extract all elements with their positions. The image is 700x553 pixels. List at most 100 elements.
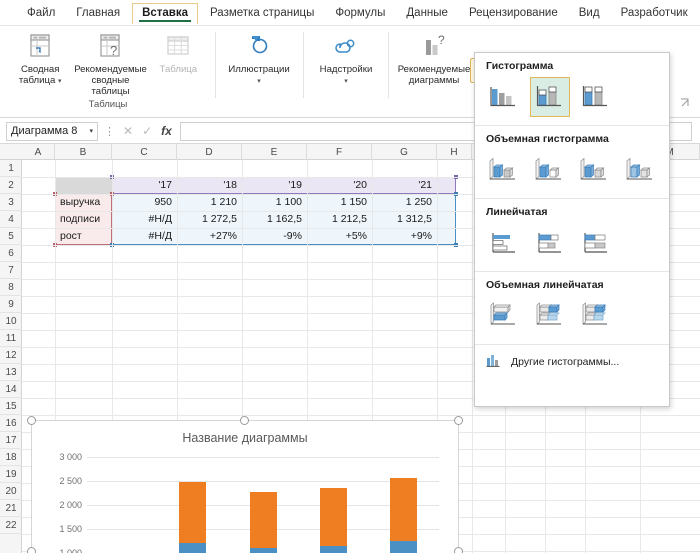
3d-100-stacked-column-icon[interactable] <box>576 150 616 190</box>
table-cell[interactable]: +9% <box>410 230 432 242</box>
row-header-20[interactable]: 20 <box>0 483 22 500</box>
table-header-cell[interactable]: '20 <box>353 179 367 191</box>
more-charts-item[interactable]: Другие гистограммы... <box>475 345 669 379</box>
table-cell[interactable]: +5% <box>345 230 367 242</box>
addins-button[interactable]: Надстройки ▾ <box>315 28 378 86</box>
table-cell[interactable]: +27% <box>209 230 237 242</box>
chart-bar[interactable] <box>249 492 277 553</box>
chart-resize-handle-ne[interactable] <box>454 416 463 425</box>
table-row-label[interactable]: подписи <box>60 213 101 225</box>
row-header-15[interactable]: 15 <box>0 398 22 415</box>
table-cell[interactable]: 1 312,5 <box>396 213 432 225</box>
table-cell[interactable]: 1 162,5 <box>266 213 302 225</box>
row-header-2[interactable]: 2 <box>0 177 22 194</box>
table-row-label[interactable]: выручка <box>60 196 101 208</box>
dialog-launcher[interactable] <box>680 98 690 111</box>
table-header-cell[interactable]: '21 <box>418 179 432 191</box>
chart-resize-handle-e[interactable] <box>454 547 463 553</box>
column-header-H[interactable]: H <box>437 144 472 160</box>
row-header-1[interactable]: 1 <box>0 160 22 177</box>
3d-stacked-bar-icon[interactable] <box>530 296 570 336</box>
row-header-11[interactable]: 11 <box>0 330 22 347</box>
table-cell[interactable]: #Н/Д <box>148 213 172 225</box>
column-header-G[interactable]: G <box>372 144 437 160</box>
bar-segment-vyruchka[interactable] <box>179 542 207 553</box>
row-header-12[interactable]: 12 <box>0 347 22 364</box>
row-header-16[interactable]: 16 <box>0 415 22 432</box>
name-box[interactable]: Диаграмма 8 ▾ <box>6 121 98 141</box>
table-cell[interactable]: 950 <box>154 196 172 208</box>
bar-segment-podpisi[interactable] <box>179 481 207 543</box>
recommended-pivot-button[interactable]: ? Рекомендуемые сводные таблицы <box>67 28 155 97</box>
cancel-icon[interactable]: ✕ <box>123 124 134 138</box>
chart-resize-handle-n[interactable] <box>240 416 249 425</box>
ribbon-tab-0[interactable]: Файл <box>27 6 56 19</box>
bar-segment-podpisi[interactable] <box>319 487 347 546</box>
row-header-3[interactable]: 3 <box>0 194 22 211</box>
row-header-17[interactable]: 17 <box>0 432 22 449</box>
table-cell[interactable]: 1 150 <box>340 196 367 208</box>
bar-segment-vyruchka[interactable] <box>319 545 347 553</box>
recommended-charts-button[interactable]: ? Рекомендуемые диаграммы <box>393 28 476 86</box>
stacked-bar-icon[interactable] <box>530 223 570 263</box>
table-cell[interactable]: #Н/Д <box>148 230 172 242</box>
bar-segment-podpisi[interactable] <box>390 478 418 541</box>
clustered-column-icon[interactable] <box>484 77 524 117</box>
row-header-6[interactable]: 6 <box>0 245 22 262</box>
chart-bar[interactable] <box>179 481 207 553</box>
table-cell[interactable]: 1 212,5 <box>331 213 367 225</box>
column-header-A[interactable]: A <box>22 144 55 160</box>
bar-segment-vyruchka[interactable] <box>390 541 418 553</box>
clustered-bar-icon[interactable] <box>484 223 524 263</box>
table-cell[interactable]: 1 250 <box>405 196 432 208</box>
chevron-down-icon[interactable]: ▾ <box>58 78 62 85</box>
table-row-label[interactable]: рост <box>60 230 82 242</box>
3d-column-icon[interactable] <box>621 150 661 190</box>
chevron-down-icon[interactable]: ▾ <box>89 128 93 135</box>
illustrations-button[interactable]: Иллюстрации ▾ <box>223 28 294 86</box>
row-header-10[interactable]: 10 <box>0 313 22 330</box>
ribbon-tab-7[interactable]: Вид <box>578 6 600 19</box>
row-header-5[interactable]: 5 <box>0 228 22 245</box>
row-header-21[interactable]: 21 <box>0 500 22 517</box>
3d-clustered-column-icon[interactable] <box>484 150 524 190</box>
bar-segment-podpisi[interactable] <box>249 492 277 549</box>
table-header-cell[interactable]: '17 <box>158 179 172 191</box>
bar-segment-vyruchka[interactable] <box>249 548 277 553</box>
chart-object[interactable]: Название диаграммы 3 000 2 500 2 000 1 500 1… <box>31 420 459 553</box>
column-header-B[interactable]: B <box>55 144 112 160</box>
fx-icon[interactable]: fx <box>161 124 172 138</box>
ribbon-tab-5[interactable]: Данные <box>406 6 448 19</box>
ribbon-tab-4[interactable]: Формулы <box>335 6 386 19</box>
row-header-14[interactable]: 14 <box>0 381 22 398</box>
row-header-7[interactable]: 7 <box>0 262 22 279</box>
ribbon-tab-6[interactable]: Рецензирование <box>468 6 558 19</box>
ribbon-tab-2[interactable]: Вставка <box>132 3 199 24</box>
chart-resize-handle-nw[interactable] <box>27 416 36 425</box>
row-header-22[interactable]: 22 <box>0 517 22 534</box>
chart-type-gallery[interactable]: Гистограмма Объемная гистограмма <box>474 52 670 407</box>
row-header-8[interactable]: 8 <box>0 279 22 296</box>
stacked-column-icon[interactable] <box>530 77 570 117</box>
chevron-down-icon[interactable]: ▾ <box>257 78 261 85</box>
row-header-9[interactable]: 9 <box>0 296 22 313</box>
ribbon-tab-3[interactable]: Разметка страницы <box>210 6 315 19</box>
chart-bar[interactable] <box>390 478 418 553</box>
table-button[interactable]: Таблица <box>155 28 203 75</box>
table-cell[interactable]: 1 272,5 <box>201 213 237 225</box>
column-header-C[interactable]: C <box>112 144 177 160</box>
row-header-13[interactable]: 13 <box>0 364 22 381</box>
ribbon-tab-8[interactable]: Разработчик <box>620 6 688 19</box>
3d-clustered-bar-icon[interactable] <box>484 296 524 336</box>
table-cell[interactable]: -9% <box>283 230 302 242</box>
3d-stacked-column-icon[interactable] <box>530 150 570 190</box>
table-cell[interactable]: 1 210 <box>210 196 237 208</box>
row-header-4[interactable]: 4 <box>0 211 22 228</box>
column-header-E[interactable]: E <box>242 144 307 160</box>
column-header-D[interactable]: D <box>177 144 242 160</box>
column-header-F[interactable]: F <box>307 144 372 160</box>
table-header-cell[interactable]: '18 <box>223 179 237 191</box>
chart-bar[interactable] <box>319 487 347 553</box>
row-header-18[interactable]: 18 <box>0 449 22 466</box>
3d-100-stacked-bar-icon[interactable] <box>576 296 616 336</box>
